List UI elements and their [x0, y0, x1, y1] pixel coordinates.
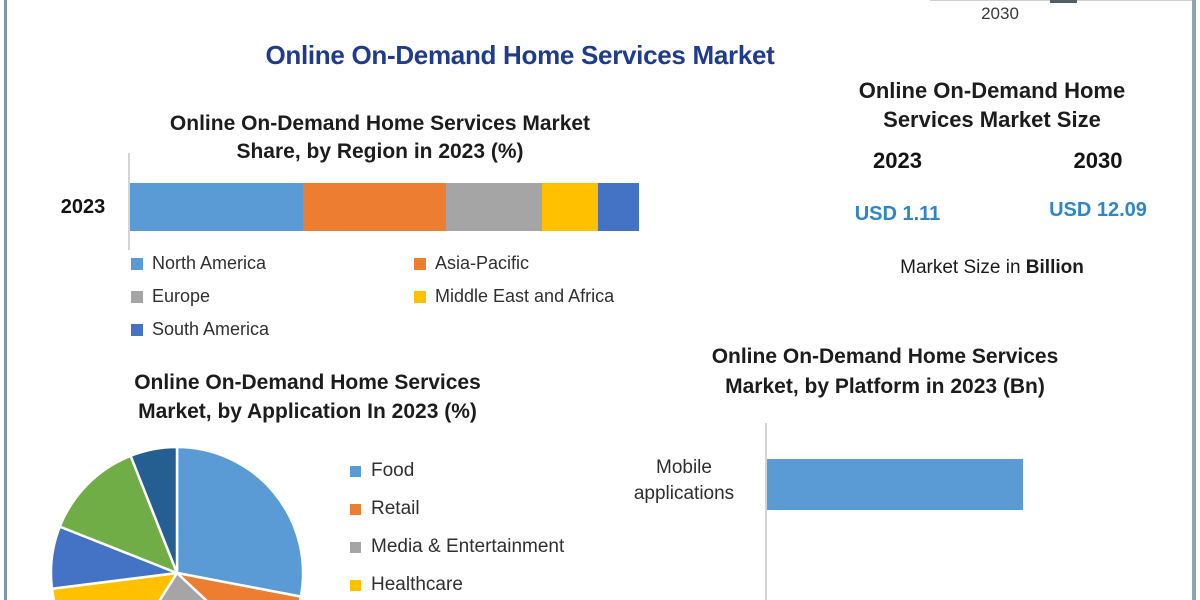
region-legend-item-north-america: North America — [131, 247, 414, 280]
region-bar-category-label: 2023 — [60, 196, 106, 218]
market-size-caption: Market Size in Billion — [820, 257, 1164, 279]
region-legend-item-south-america: South America — [131, 313, 414, 346]
region-legend-item-europe: Europe — [131, 280, 414, 313]
right-border-line — [1192, 0, 1196, 600]
bar-segment-europe — [445, 183, 543, 231]
application-legend: Food Retail Media & Entertainment Healthcar… — [350, 452, 630, 600]
pie-slice-unlabeled — [129, 445, 179, 575]
market-size-caption-bold: Billion — [1025, 257, 1084, 278]
legend-swatch-healthcare — [350, 579, 361, 591]
pie-slice-retail — [175, 571, 303, 600]
bar-segment-middle-east-and-africa — [542, 183, 599, 231]
application-chart-title-line1: Online On-Demand Home Services — [134, 371, 481, 394]
platform-category-label: Mobile applications — [609, 455, 759, 507]
application-pie — [49, 445, 305, 600]
application-chart-title: Online On-Demand Home Services Market, b… — [95, 368, 520, 426]
market-size-value-2023: USD 1.11 — [854, 203, 941, 225]
market-size-title-line2: Services Market Size — [883, 107, 1101, 132]
market-size-year-2030: 2030 — [1073, 148, 1123, 173]
legend-label: Asia-Pacific — [435, 253, 530, 273]
legend-swatch-south-america — [131, 323, 143, 336]
market-size-value-2030: USD 12.09 — [1049, 199, 1147, 221]
application-legend-item-healthcare: Healthcare — [350, 566, 630, 600]
legend-label: Retail — [371, 498, 420, 519]
pie-slice-unlabeled — [58, 454, 179, 575]
legend-label: Middle East and Africa — [435, 286, 615, 306]
application-legend-item-food: Food — [350, 452, 630, 490]
legend-label: North America — [152, 253, 267, 273]
market-size-title: Online On-Demand Home Services Market Si… — [790, 76, 1194, 134]
top-cropped-bar-fragment — [1050, 0, 1077, 3]
pie-slice-food — [175, 445, 305, 598]
market-size-title-line1: Online On-Demand Home — [858, 78, 1126, 103]
legend-label: Healthcare — [371, 574, 463, 595]
left-border-line — [4, 0, 7, 600]
legend-swatch-north-america — [131, 257, 143, 270]
legend-swatch-middle-east-and-africa — [414, 290, 426, 303]
bar-segment-asia-pacific — [303, 183, 446, 231]
legend-swatch-media-entertainment — [350, 541, 361, 553]
page-title: Online On-Demand Home Services Market — [265, 40, 775, 70]
platform-chart-title-line2: Market, by Platform in 2023 (Bn) — [725, 375, 1045, 398]
legend-label: Food — [371, 460, 415, 481]
region-legend-item-asia-pacific: Asia-Pacific — [414, 247, 711, 280]
legend-swatch-retail — [350, 503, 361, 515]
top-cropped-year-label: 2030 — [981, 4, 1019, 23]
legend-swatch-asia-pacific — [414, 257, 426, 270]
region-stacked-bar — [130, 183, 639, 231]
platform-chart-y-axis — [765, 423, 767, 600]
legend-label: Media & Entertainment — [371, 536, 565, 557]
legend-label: Europe — [152, 286, 211, 306]
bar-segment-south-america — [598, 183, 639, 231]
application-legend-item-media-entertainment: Media & Entertainment — [350, 528, 630, 566]
region-chart-title: Online On-Demand Home Services Market Sh… — [100, 110, 660, 166]
region-chart-title-line1: Online On-Demand Home Services Market — [169, 112, 591, 135]
platform-category-line2: applications — [633, 483, 735, 504]
pie-slice-healthcare — [50, 571, 179, 600]
bar-segment-north-america — [130, 183, 304, 231]
region-chart-title-line2: Share, by Region in 2023 (%) — [236, 140, 524, 163]
legend-swatch-food — [350, 465, 361, 477]
market-size-caption-regular: Market Size in — [900, 257, 1026, 278]
application-legend-item-retail: Retail — [350, 490, 630, 528]
pie-slice-media-entertainment — [158, 571, 208, 600]
platform-category-line1: Mobile — [656, 457, 712, 478]
region-chart-y-axis — [128, 153, 130, 250]
platform-bar-mobile-applications — [767, 459, 1023, 510]
platform-chart-title-line1: Online On-Demand Home Services — [711, 345, 1059, 368]
region-legend-item-middle-east-and-africa: Middle East and Africa — [414, 280, 711, 313]
platform-chart-title: Online On-Demand Home Services Market, b… — [650, 342, 1120, 402]
legend-swatch-europe — [131, 290, 143, 303]
region-legend: North America Asia-Pacific Europe Middle Ea… — [131, 247, 711, 346]
market-size-year-2023: 2023 — [873, 148, 922, 173]
legend-label: South America — [152, 319, 270, 339]
application-chart-title-line2: Market, by Application In 2023 (%) — [138, 400, 477, 423]
